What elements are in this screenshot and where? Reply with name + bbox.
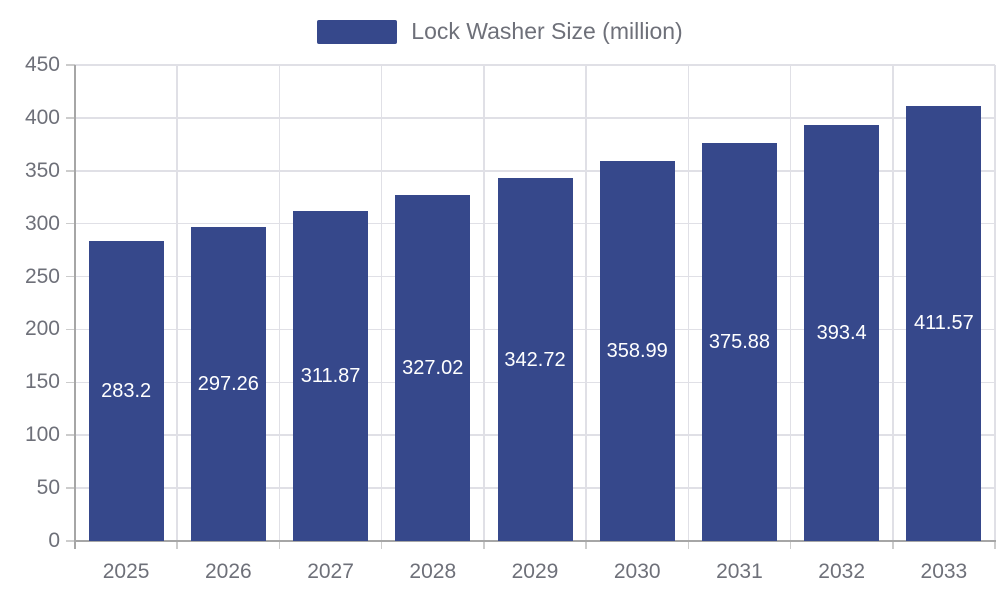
x-axis-tick	[687, 541, 690, 549]
bar[interactable]	[701, 143, 777, 541]
horizontal-gridline	[75, 170, 995, 172]
legend-swatch	[317, 19, 398, 44]
bar-value-label: 311.87	[300, 365, 361, 388]
y-axis-tick	[66, 434, 75, 436]
horizontal-gridline	[75, 64, 995, 66]
y-axis-tick	[66, 540, 75, 542]
bar-value-label: 283.2	[101, 380, 152, 403]
bar[interactable]	[804, 124, 880, 541]
x-axis-tick-label: 2029	[511, 560, 559, 583]
x-axis-tick-label: 2025	[102, 560, 150, 583]
y-axis-tick	[66, 487, 75, 489]
x-axis-tick	[278, 541, 281, 549]
y-axis-line	[74, 65, 76, 549]
vertical-gridline	[585, 65, 587, 541]
x-axis-tick-label: 2027	[307, 560, 354, 583]
y-axis-tick-label: 250	[24, 264, 60, 288]
x-axis-tick	[380, 541, 383, 549]
bar[interactable]	[497, 178, 573, 541]
y-axis-tick-label: 50	[36, 476, 60, 500]
legend-label: Lock Washer Size (million)	[411, 18, 683, 44]
x-axis-tick-label: 2028	[409, 560, 457, 583]
vertical-gridline	[687, 65, 690, 541]
y-axis-tick-label: 400	[24, 105, 60, 129]
vertical-gridline	[380, 65, 383, 541]
vertical-gridline	[892, 65, 894, 541]
x-axis-tick-label: 2032	[818, 560, 866, 583]
bar-value-label: 393.4	[816, 321, 867, 344]
vertical-gridline	[278, 65, 281, 541]
vertical-gridline	[176, 65, 178, 541]
bar[interactable]	[293, 211, 369, 541]
vertical-gridline	[789, 65, 792, 541]
y-axis-tick	[66, 117, 75, 119]
x-axis-tick-label: 2033	[920, 560, 968, 583]
legend-item[interactable]: Lock Washer Size (million)	[317, 18, 683, 45]
y-axis-tick-label: 200	[24, 317, 60, 341]
y-axis-tick-label: 100	[24, 423, 60, 447]
y-axis-tick-label: 0	[48, 529, 60, 552]
y-axis-tick	[66, 64, 75, 66]
y-axis-tick-label: 350	[24, 158, 60, 182]
x-axis-tick	[585, 541, 587, 549]
bar-value-label: 375.88	[708, 331, 771, 354]
y-axis-tick	[66, 328, 75, 331]
vertical-gridline	[994, 65, 996, 541]
bar[interactable]	[88, 241, 164, 541]
x-axis-tick	[892, 541, 894, 549]
y-axis-tick	[66, 222, 75, 225]
bar[interactable]	[599, 161, 675, 541]
y-axis-tick	[66, 170, 75, 172]
bar-value-label: 411.57	[914, 312, 974, 335]
x-axis-tick	[994, 541, 996, 549]
bar-value-label: 297.26	[197, 372, 259, 395]
y-axis-tick	[66, 381, 75, 384]
x-axis-tick	[176, 541, 178, 549]
bar-value-label: 327.02	[402, 357, 464, 380]
bar-value-label: 342.72	[504, 348, 566, 371]
y-axis-tick	[66, 275, 75, 278]
bar-value-label: 358.99	[606, 340, 668, 363]
legend: Lock Washer Size (million)	[0, 18, 1000, 45]
y-axis-tick-label: 300	[24, 211, 60, 235]
x-axis-tick-label: 2031	[716, 560, 763, 583]
y-axis-tick-label: 450	[24, 53, 60, 76]
bar[interactable]	[906, 105, 982, 541]
y-axis-tick-label: 150	[24, 370, 60, 394]
bar[interactable]	[395, 195, 471, 541]
x-axis-line	[74, 540, 996, 542]
horizontal-gridline	[75, 117, 995, 119]
x-axis-tick	[789, 541, 792, 549]
x-axis-tick-label: 2030	[613, 560, 661, 583]
vertical-gridline	[483, 65, 485, 541]
x-axis-tick-label: 2026	[204, 560, 252, 583]
bar[interactable]	[190, 226, 266, 541]
x-axis-tick	[483, 541, 485, 549]
